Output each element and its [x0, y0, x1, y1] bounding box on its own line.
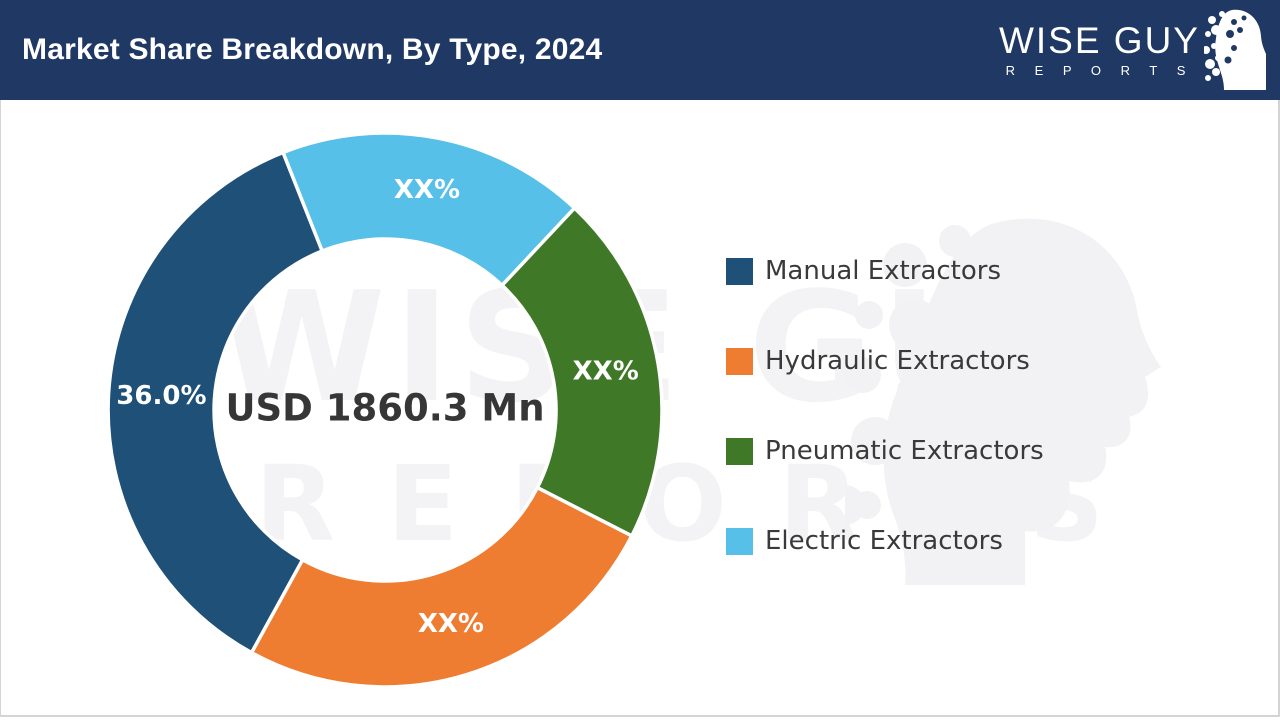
brand-subtitle: R E P O R T S	[1005, 63, 1194, 78]
pie-slice-pneumatic-extractors	[500, 206, 664, 538]
legend-swatch	[726, 527, 753, 555]
header: Market Share Breakdown, By Type, 2024 WI…	[0, 0, 1280, 100]
legend-swatch	[726, 437, 753, 465]
slice-data-label: XX%	[418, 609, 484, 639]
legend-swatch	[726, 347, 753, 375]
legend-label: Hydraulic Extractors	[765, 346, 1030, 376]
pie-slice-hydraulic-extractors	[249, 485, 634, 689]
legend-label: Manual Extractors	[765, 256, 1002, 286]
brand-logo-text: WISE GUY R E P O R T S	[999, 22, 1200, 78]
brand-logo: WISE GUY R E P O R T S	[999, 6, 1266, 94]
legend-item-hydraulic-extractors: Hydraulic Extractors	[726, 345, 1030, 377]
pie-slice-electric-extractors	[281, 131, 577, 288]
legend-label: Electric Extractors	[765, 526, 1003, 556]
slice-data-label: XX%	[394, 175, 460, 205]
frame-edge-left	[0, 100, 1, 716]
frame-edge-bottom	[0, 715, 1280, 717]
legend-label: Pneumatic Extractors	[765, 436, 1044, 466]
pie-slice-manual-extractors	[106, 150, 324, 655]
chart-center-value: USD 1860.3 Mn	[225, 386, 545, 430]
brand-face-icon	[1202, 6, 1266, 94]
legend-item-pneumatic-extractors: Pneumatic Extractors	[726, 435, 1044, 467]
page-title: Market Share Breakdown, By Type, 2024	[22, 33, 603, 66]
slice-data-label: XX%	[573, 357, 639, 387]
brand-name: WISE GUY	[998, 20, 1200, 61]
frame-edge-right	[1278, 100, 1280, 716]
donut-chart: XX% 36.0% XX% XX%	[106, 131, 664, 689]
legend-swatch	[726, 257, 753, 285]
slice-data-label: 36.0%	[116, 381, 206, 411]
legend-item-manual-extractors: Manual Extractors	[726, 255, 1001, 287]
legend-item-electric-extractors: Electric Extractors	[726, 525, 1003, 557]
